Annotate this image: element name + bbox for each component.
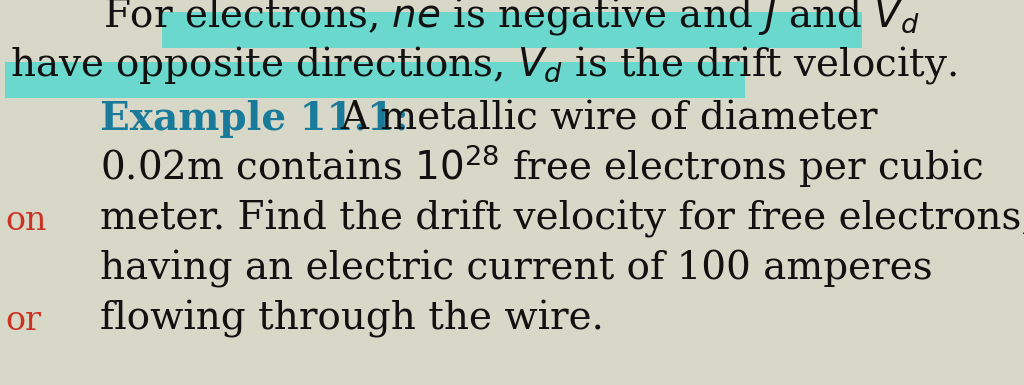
Text: A metallic wire of diameter: A metallic wire of diameter: [340, 101, 878, 138]
Text: on: on: [5, 205, 46, 237]
Text: flowing through the wire.: flowing through the wire.: [100, 301, 604, 338]
Text: For electrons, $\mathit{ne}$ is negative and $\vec{J}$ and $\vec{V}_d$: For electrons, $\mathit{ne}$ is negative…: [103, 0, 921, 37]
Text: meter. Find the drift velocity for free electrons,: meter. Find the drift velocity for free …: [100, 201, 1024, 238]
Text: or: or: [5, 305, 41, 337]
Text: having an electric current of 100 amperes: having an electric current of 100 ampere…: [100, 251, 933, 288]
FancyBboxPatch shape: [162, 12, 862, 48]
Text: 0.02m contains $10^{28}$ free electrons per cubic: 0.02m contains $10^{28}$ free electrons …: [100, 142, 984, 190]
Text: Example 11.1:: Example 11.1:: [100, 100, 409, 138]
FancyBboxPatch shape: [5, 62, 745, 98]
Text: have opposite directions, $V_d$ is the drift velocity.: have opposite directions, $V_d$ is the d…: [10, 44, 956, 85]
